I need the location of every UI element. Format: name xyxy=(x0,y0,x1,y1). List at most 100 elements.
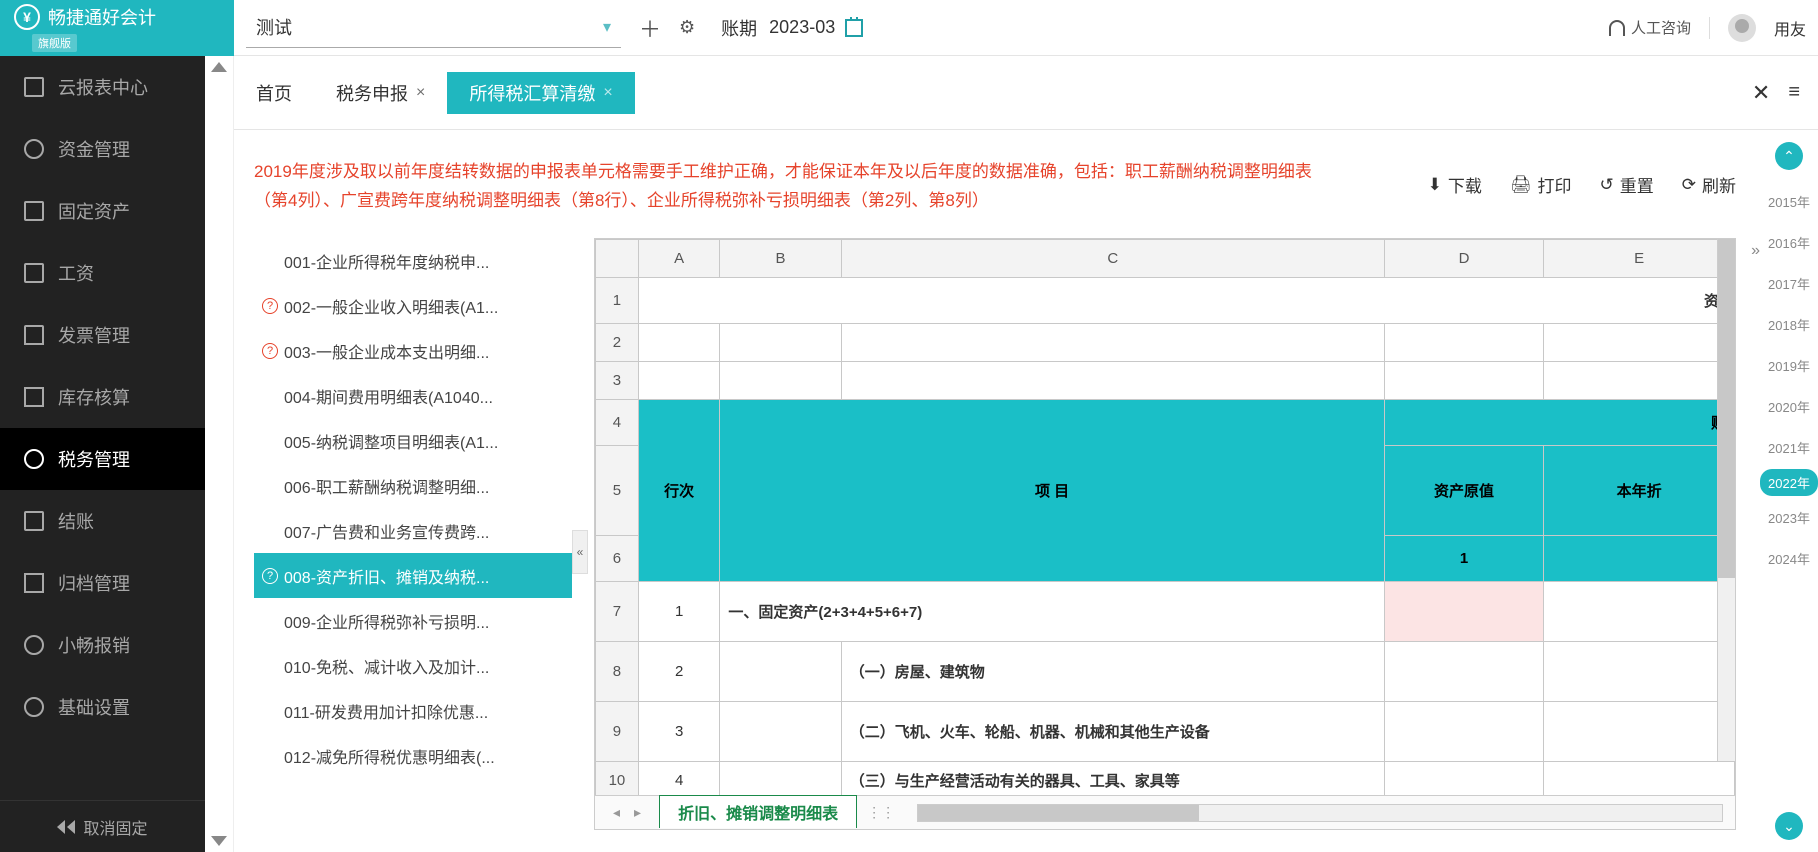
sidebar-unpin-button[interactable]: 取消固定 xyxy=(0,800,205,852)
year-item-2024年[interactable]: 2024年 xyxy=(1768,539,1810,578)
year-item-2021年[interactable]: 2021年 xyxy=(1768,428,1810,467)
panel-expand-handle[interactable]: » xyxy=(1751,242,1760,260)
year-item-2017年[interactable]: 2017年 xyxy=(1768,264,1810,303)
report-item-2[interactable]: ?002-一般企业收入明细表(A1... xyxy=(254,283,572,328)
sheet-grid[interactable]: ABCDE1资产234行次项 目账5资产原值本年折6171一、固定资产(2+3+… xyxy=(595,239,1735,795)
tab-close-icon[interactable]: × xyxy=(416,84,425,102)
year-item-2016年[interactable]: 2016年 xyxy=(1768,223,1810,262)
row-header-4[interactable]: 4 xyxy=(596,400,639,446)
report-item-6[interactable]: 006-职工薪酬纳税调整明细... xyxy=(254,463,572,508)
col-header-D[interactable]: D xyxy=(1384,240,1544,278)
report-item-12[interactable]: 012-减免所得税优惠明细表(... xyxy=(254,733,572,778)
company-selector[interactable]: 测试 ▾ xyxy=(246,8,621,48)
sheet-tab-nav[interactable]: ◂▸ xyxy=(595,804,659,821)
cell-d-9[interactable] xyxy=(1384,702,1544,762)
add-company-icon[interactable]: ＋ xyxy=(639,12,661,44)
report-item-3[interactable]: ?003-一般企业成本支出明细... xyxy=(254,328,572,373)
sidebar-scroll-down-icon[interactable] xyxy=(211,836,227,846)
row-header-2[interactable]: 2 xyxy=(596,324,639,362)
report-item-10[interactable]: 010-免税、减计收入及加计... xyxy=(254,643,572,688)
cell-line-10[interactable]: 4 xyxy=(638,762,720,796)
cell-item-10[interactable]: （三）与生产经营活动有关的器具、工具、家具等 xyxy=(841,762,1384,796)
cell-b-8[interactable] xyxy=(720,642,841,702)
sheet-drag-handle[interactable]: ⋮⋮ xyxy=(857,804,905,821)
col-header-C[interactable]: C xyxy=(841,240,1384,278)
cell-e-9[interactable] xyxy=(1544,702,1735,762)
support-link[interactable]: 人工咨询 xyxy=(1609,17,1691,38)
row-header-6[interactable]: 6 xyxy=(596,536,639,582)
sheet-tab-active[interactable]: 折旧、摊销调整明细表 xyxy=(659,795,857,828)
cell-d-8[interactable] xyxy=(1384,642,1544,702)
report-item-9[interactable]: 009-企业所得税弥补亏损明... xyxy=(254,598,572,643)
year-item-2023年[interactable]: 2023年 xyxy=(1768,498,1810,537)
sidebar-item-chart[interactable]: 云报表中心 xyxy=(0,56,205,118)
sheet-vscrollbar[interactable] xyxy=(1717,239,1735,761)
calendar-icon[interactable] xyxy=(845,19,863,37)
cell-line-9[interactable]: 3 xyxy=(638,702,720,762)
period-value[interactable]: 2023-03 xyxy=(769,17,835,38)
print-button[interactable]: 🖨打印 xyxy=(1510,172,1572,197)
company-settings-icon[interactable]: ⚙ xyxy=(679,17,695,38)
cell-item-9[interactable]: （二）飞机、火车、轮船、机器、机械和其他生产设备 xyxy=(841,702,1384,762)
refresh-button[interactable]: ⟳刷新 xyxy=(1682,172,1736,197)
sidebar-scroll-up-icon[interactable] xyxy=(211,62,227,72)
sidebar-item-asset[interactable]: 固定资产 xyxy=(0,180,205,242)
download-button[interactable]: ⬇下载 xyxy=(1428,172,1482,197)
cell-b-10[interactable] xyxy=(720,762,841,796)
panel-collapse-handle[interactable]: « xyxy=(572,530,588,574)
report-item-5[interactable]: 005-纳税调整项目明细表(A1... xyxy=(254,418,572,463)
cell-d-10[interactable] xyxy=(1384,762,1544,796)
year-scroll-up-icon[interactable]: ⌃ xyxy=(1775,142,1803,170)
tab-0[interactable]: 首页 xyxy=(234,72,314,114)
reset-button[interactable]: ↺重置 xyxy=(1600,172,1654,197)
row-header-9[interactable]: 9 xyxy=(596,702,639,762)
hscroll-thumb[interactable] xyxy=(918,805,1199,821)
sidebar-item-report[interactable]: 小畅报销 xyxy=(0,614,205,676)
sheet-hscrollbar[interactable] xyxy=(917,804,1723,822)
sidebar-item-archive[interactable]: 归档管理 xyxy=(0,552,205,614)
year-scroll-down-icon[interactable]: ⌄ xyxy=(1775,812,1803,840)
year-item-2015年[interactable]: 2015年 xyxy=(1768,182,1810,221)
tab-2[interactable]: 所得税汇算清缴× xyxy=(447,72,634,114)
cell-e-8[interactable] xyxy=(1544,642,1735,702)
report-item-11[interactable]: 011-研发费用加计扣除优惠... xyxy=(254,688,572,733)
col-header-B[interactable]: B xyxy=(720,240,841,278)
tab-1[interactable]: 税务申报× xyxy=(314,72,447,114)
row-header-8[interactable]: 8 xyxy=(596,642,639,702)
sidebar-item-close[interactable]: 结账 xyxy=(0,490,205,552)
user-avatar[interactable] xyxy=(1728,14,1756,42)
sheet-nav-first-icon[interactable]: ◂ xyxy=(613,804,620,821)
col-header-E[interactable]: E xyxy=(1544,240,1735,278)
tab-close-icon[interactable]: × xyxy=(603,84,612,102)
row-header-7[interactable]: 7 xyxy=(596,582,639,642)
cell-item-7[interactable]: 一、固定资产(2+3+4+5+6+7) xyxy=(720,582,1384,642)
cell-d-7[interactable] xyxy=(1384,582,1544,642)
cell-line-7[interactable]: 1 xyxy=(638,582,720,642)
col-header-A[interactable]: A xyxy=(638,240,720,278)
report-item-4[interactable]: 004-期间费用明细表(A1040... xyxy=(254,373,572,418)
row-header-1[interactable]: 1 xyxy=(596,278,639,324)
sidebar-item-stock[interactable]: 库存核算 xyxy=(0,366,205,428)
sidebar-item-tax[interactable]: 税务管理 xyxy=(0,428,205,490)
close-all-tabs-icon[interactable]: ✕ xyxy=(1752,80,1770,106)
row-header-3[interactable]: 3 xyxy=(596,362,639,400)
tabs-menu-icon[interactable]: ≡ xyxy=(1788,81,1800,104)
sidebar-item-salary[interactable]: 工资 xyxy=(0,242,205,304)
sidebar-item-settings[interactable]: 基础设置 xyxy=(0,676,205,738)
report-item-7[interactable]: 007-广告费和业务宣传费跨... xyxy=(254,508,572,553)
cell-e-10[interactable] xyxy=(1544,762,1735,796)
sidebar-item-invoice[interactable]: 发票管理 xyxy=(0,304,205,366)
sheet-nav-prev-icon[interactable]: ▸ xyxy=(634,804,641,821)
year-item-2018年[interactable]: 2018年 xyxy=(1768,305,1810,344)
report-item-1[interactable]: 001-企业所得税年度纳税申... xyxy=(254,238,572,283)
year-item-2022年[interactable]: 2022年 xyxy=(1760,469,1818,496)
user-name[interactable]: 用友 xyxy=(1774,16,1806,40)
report-item-8[interactable]: ?008-资产折旧、摊销及纳税... xyxy=(254,553,572,598)
cell-e-7[interactable] xyxy=(1544,582,1735,642)
cell-line-8[interactable]: 2 xyxy=(638,642,720,702)
year-item-2019年[interactable]: 2019年 xyxy=(1768,346,1810,385)
vscroll-thumb[interactable] xyxy=(1718,239,1735,578)
sidebar-item-fund[interactable]: 资金管理 xyxy=(0,118,205,180)
row-header-10[interactable]: 10 xyxy=(596,762,639,796)
cell-b-9[interactable] xyxy=(720,702,841,762)
